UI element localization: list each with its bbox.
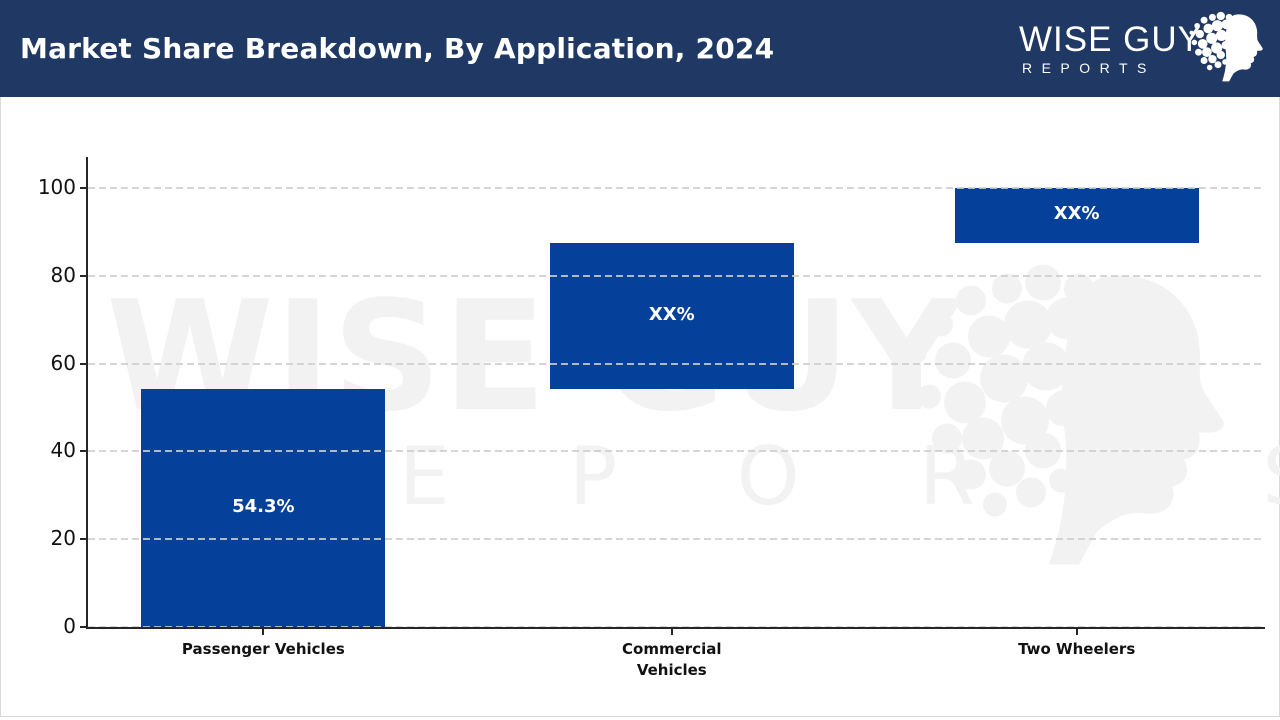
bar-value-label: 54.3% xyxy=(232,495,295,517)
y-axis-tick-label-20: 20 xyxy=(50,526,76,551)
y-axis-tick-0 xyxy=(80,626,87,628)
header-bar: Market Share Breakdown, By Application, … xyxy=(0,0,1280,97)
y-axis-tick-20 xyxy=(80,538,87,541)
wiseguy-head-icon xyxy=(1189,11,1263,81)
y-axis-tick-label-80: 80 xyxy=(50,262,76,287)
gridline-y-60 xyxy=(88,362,1265,365)
y-axis-tick-label-100: 100 xyxy=(37,175,76,199)
y-axis-tick-80 xyxy=(80,274,87,277)
logo-brand-name: WISE GUY xyxy=(1018,19,1202,59)
gridline-y-40 xyxy=(88,450,1265,453)
x-axis-category-label: Passenger Vehicles xyxy=(181,640,345,658)
page-title: Market Share Breakdown, By Application, … xyxy=(20,32,775,65)
x-axis-category-label: Two Wheelers xyxy=(1018,640,1136,658)
plot-area: 0 20 40 60 80 100 54.3% Passenger Vehicles XX% Co… xyxy=(0,97,1280,717)
watermark-head-icon xyxy=(908,264,1224,565)
bar-segment xyxy=(141,388,386,627)
y-axis-tick-label-0: 0 xyxy=(63,614,76,638)
wiseguy-logo: WISE GUY REPORTS xyxy=(1019,8,1266,90)
bar-value-label: XX% xyxy=(1053,203,1100,225)
y-axis-tick-100 xyxy=(80,187,87,189)
x-axis-tick xyxy=(670,628,673,635)
y-axis-tick-60 xyxy=(80,362,87,365)
x-axis-spine xyxy=(86,627,1265,629)
gridline-y-100 xyxy=(88,187,1265,189)
x-axis-tick xyxy=(1075,628,1078,635)
gridline-y-80 xyxy=(88,274,1265,277)
wiseguy-logo-text: WISE GUY REPORTS xyxy=(1019,22,1202,76)
y-axis-spine xyxy=(86,157,88,629)
y-axis-tick-label-40: 40 xyxy=(50,438,76,463)
x-axis-tick xyxy=(262,628,265,635)
bar-value-label: XX% xyxy=(648,303,695,325)
y-axis-tick-40 xyxy=(80,450,87,453)
x-axis-category-label: Commercial Vehicles xyxy=(622,640,722,679)
gridline-y-20 xyxy=(88,538,1265,541)
bar-segment xyxy=(954,188,1199,243)
logo-brand-subtitle: REPORTS xyxy=(1021,59,1156,76)
y-axis-tick-label-60: 60 xyxy=(50,350,76,375)
